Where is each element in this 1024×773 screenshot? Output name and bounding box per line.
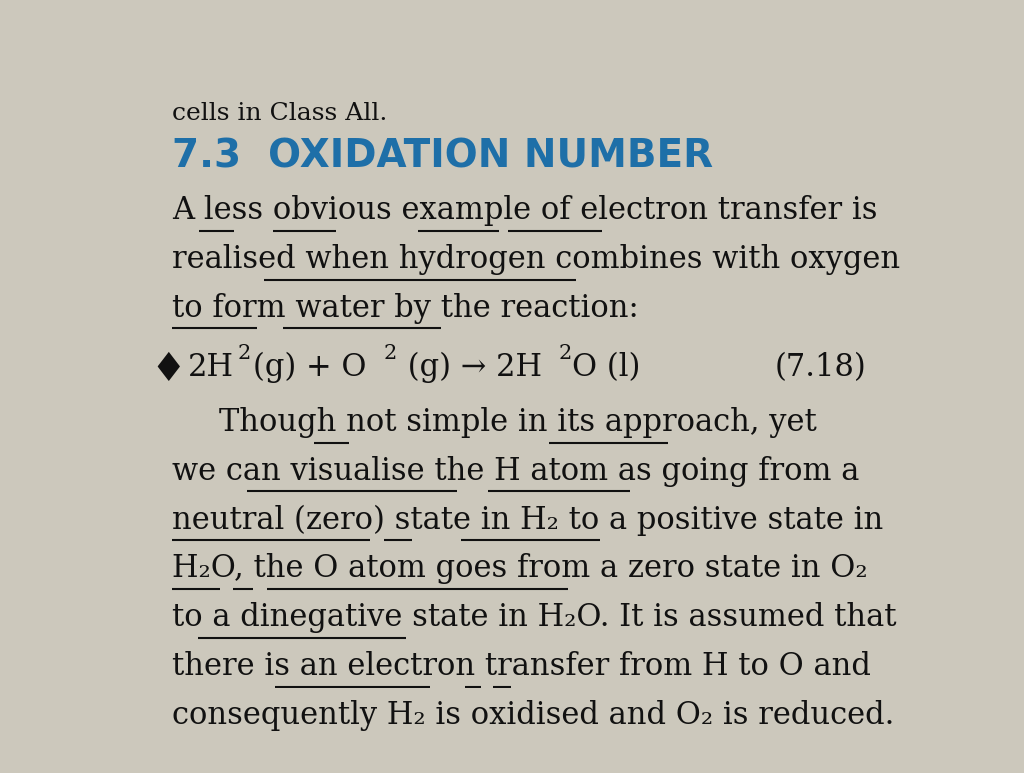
Text: Though not simple in its approach, yet: Though not simple in its approach, yet xyxy=(219,407,817,438)
Text: neutral (zero) state in H₂ to a positive state in: neutral (zero) state in H₂ to a positive… xyxy=(172,505,883,536)
Text: 2: 2 xyxy=(238,344,251,363)
Text: 2: 2 xyxy=(558,344,571,363)
Text: H₂O, the O atom goes from a zero state in O₂: H₂O, the O atom goes from a zero state i… xyxy=(172,553,867,584)
Text: realised when hydrogen combines with oxygen: realised when hydrogen combines with oxy… xyxy=(172,244,900,275)
Text: we can visualise the H atom as going from a: we can visualise the H atom as going fro… xyxy=(172,456,859,487)
Text: consequently H₂ is oxidised and O₂ is reduced.: consequently H₂ is oxidised and O₂ is re… xyxy=(172,700,894,730)
Text: to form water by the reaction:: to form water by the reaction: xyxy=(172,293,638,324)
Text: 2: 2 xyxy=(384,344,396,363)
Text: cells in Class All.: cells in Class All. xyxy=(172,102,387,124)
Text: ♦: ♦ xyxy=(151,352,185,390)
Text: A less obvious example of electron transfer is: A less obvious example of electron trans… xyxy=(172,195,878,226)
Text: to a dinegative state in H₂O. It is assumed that: to a dinegative state in H₂O. It is assu… xyxy=(172,602,896,633)
Text: there is an electron transfer from H to O and: there is an electron transfer from H to … xyxy=(172,651,870,682)
Text: (7.18): (7.18) xyxy=(774,352,866,383)
Text: O (l): O (l) xyxy=(572,352,641,383)
Text: (g) → 2H: (g) → 2H xyxy=(397,352,542,383)
Text: 7.3  OXIDATION NUMBER: 7.3 OXIDATION NUMBER xyxy=(172,138,713,175)
Text: 2H: 2H xyxy=(187,352,233,383)
Text: (g) + O: (g) + O xyxy=(253,352,367,383)
